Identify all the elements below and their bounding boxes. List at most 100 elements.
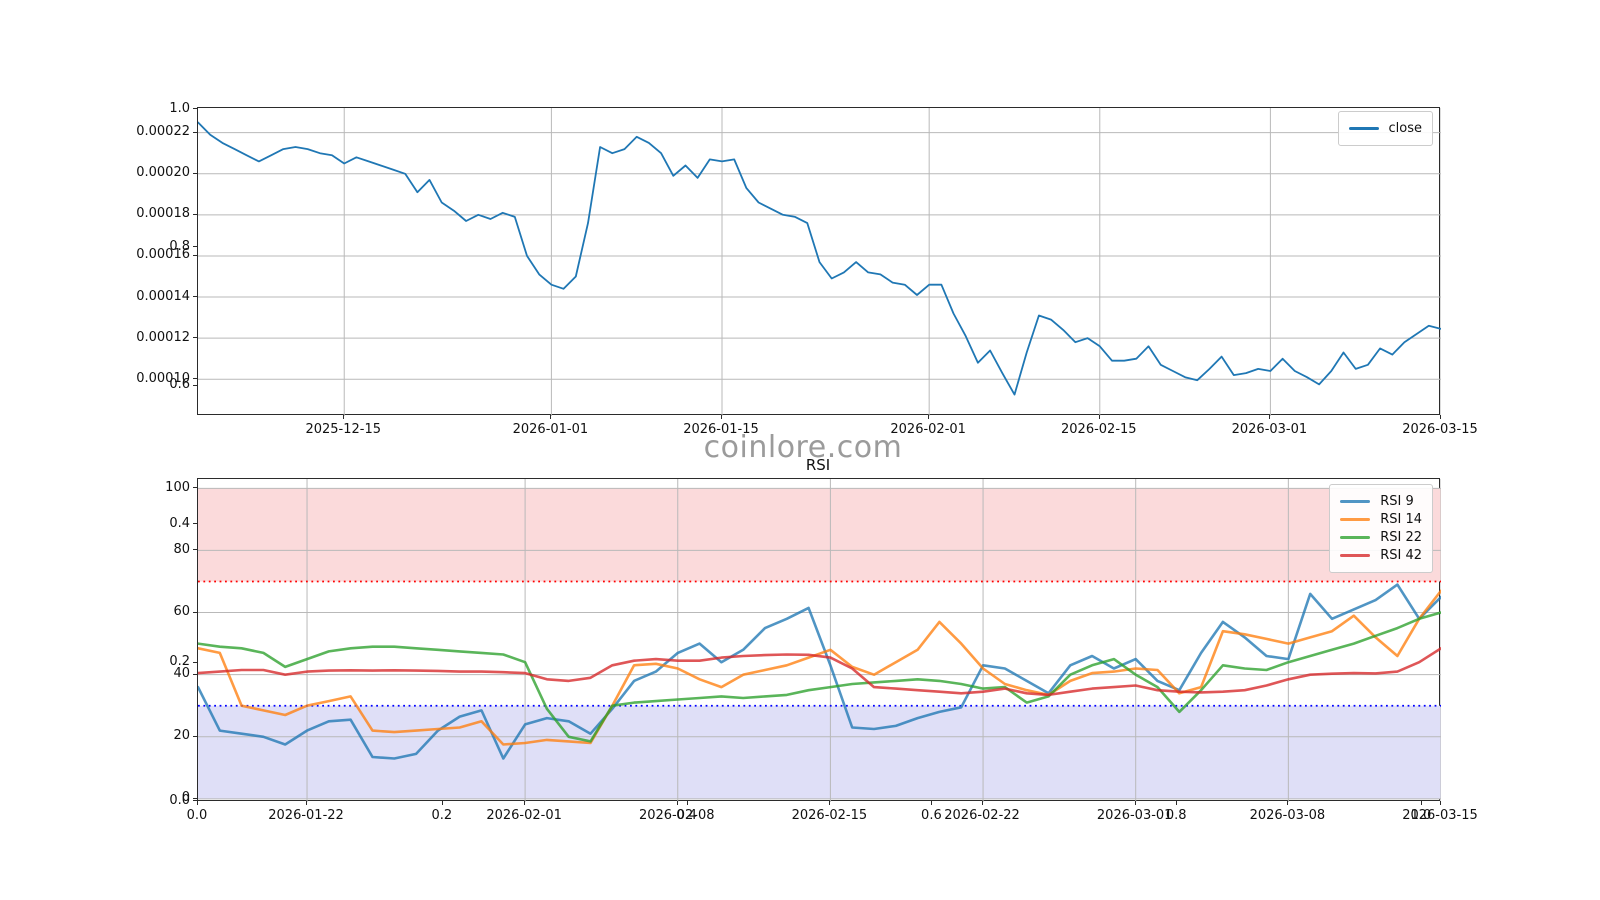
y-tick-mark [193,735,197,737]
x-tick-label: 2025-12-15 [305,422,382,437]
price-plot-svg [198,108,1441,416]
close-line-sample [1348,127,1379,130]
x-tick-label: 2026-01-22 [268,808,344,823]
x-tick-label: 2026-03-01 [1096,808,1173,823]
ghost-y-tick-label: 0.0 [169,792,190,808]
legend-label-rsi22: RSI 22 [1380,530,1422,545]
x-tick-mark [1098,415,1100,419]
x-tick-label: 2026-02-08 [638,808,715,823]
y-tick-mark [193,254,197,256]
ghost-y-tick-mark [193,523,197,525]
y-tick-mark [193,337,197,339]
legend-label-rsi42: RSI 42 [1380,548,1422,563]
x-tick-label: 2026-01-01 [512,422,589,437]
y-tick-label: 40 [173,666,190,682]
y-tick-label: 20 [173,728,190,744]
y-tick-label: 80 [173,541,190,557]
x-tick-mark [1134,801,1136,805]
rsi-9-line [198,583,1441,760]
rsi42-line-sample [1340,554,1371,557]
ghost-x-tick-label: 1.0 [1410,808,1432,823]
legend-label-rsi14: RSI 14 [1380,512,1422,527]
legend-item-rsi22: RSI 22 [1340,530,1422,545]
y-tick-mark [193,487,197,489]
rsi14-line-sample [1340,518,1371,521]
x-tick-label: 2026-02-15 [791,808,868,823]
oversold-band [198,705,1441,799]
x-tick-mark [524,801,526,805]
ghost-y-tick-mark [193,384,197,386]
overbought-band [198,488,1441,582]
legend-label-rsi9: RSI 9 [1380,494,1414,509]
legend-label-close: close [1388,121,1422,136]
x-tick-label: 2026-03-15 [1402,422,1478,437]
ghost-y-tick-mark [193,246,197,248]
legend-item-rsi14: RSI 14 [1340,512,1422,527]
x-tick-mark [550,415,552,419]
y-tick-label: 0.00016 [136,247,190,263]
x-tick-mark [1440,415,1441,419]
y-tick-label: 60 [173,604,190,620]
y-tick-label: 0.00022 [136,124,190,140]
x-tick-label: 2026-03-01 [1231,422,1308,437]
x-tick-mark [982,801,984,805]
y-tick-mark [193,673,197,675]
ghost-x-tick-mark [441,801,443,805]
legend-item-close: close [1348,121,1422,136]
x-tick-mark [306,801,308,805]
rsi-plot-area [197,478,1441,802]
ghost-y-tick-mark [193,661,197,663]
ghost-x-tick-label: 0.4 [676,808,697,823]
y-tick-label: 0.00010 [136,370,190,386]
x-tick-mark [928,415,930,419]
x-tick-mark [1287,801,1289,805]
y-tick-mark [193,131,197,133]
ghost-x-tick-mark [686,801,688,805]
rsi9-line-sample [1340,500,1371,503]
y-tick-mark [193,549,197,551]
ghost-x-tick-mark [1421,801,1422,805]
legend-item-rsi9: RSI 9 [1340,494,1422,509]
rsi-plot-svg [198,479,1441,802]
x-tick-mark [721,415,722,419]
legend-item-rsi42: RSI 42 [1340,548,1422,563]
rsi22-line-sample [1340,536,1371,539]
ghost-x-tick-label: 0.0 [186,808,208,823]
ghost-y-tick-label: 0.8 [169,238,190,254]
x-tick-label: 2026-02-15 [1061,422,1137,437]
x-tick-label: 2026-03-08 [1249,808,1326,823]
ghost-y-tick-label: 0.6 [169,377,190,393]
x-tick-label: 2026-03-15 [1402,808,1478,823]
ghost-x-tick-label: 0.6 [921,808,942,823]
y-tick-label: 0 [181,790,190,806]
ghost-x-tick-mark [931,801,933,805]
y-tick-label: 0.00018 [136,206,190,222]
rsi-legend: RSI 9 RSI 14 RSI 22 RSI 42 [1329,484,1433,573]
y-tick-label: 0.00020 [136,165,190,181]
rsi-22-line [198,611,1441,743]
y-tick-mark [193,296,197,298]
close-line [198,121,1441,396]
y-tick-mark [193,797,197,799]
x-tick-mark [1269,415,1271,419]
watermark: coinlore.com [703,430,903,465]
ghost-y-tick-mark [193,108,197,109]
x-tick-mark [343,415,345,419]
x-tick-mark [829,801,831,805]
ghost-x-tick-mark [1176,801,1178,805]
y-tick-mark [193,378,197,380]
ghost-x-tick-label: 0.8 [1165,808,1187,823]
x-tick-label: 2026-02-01 [890,422,966,437]
y-tick-label: 0.00012 [136,329,190,345]
ghost-x-tick-label: 0.2 [431,808,453,823]
price-legend: close [1337,111,1433,146]
y-tick-mark [193,172,197,174]
rsi-14-line [198,589,1441,746]
x-tick-mark [1440,801,1441,805]
y-tick-mark [193,611,197,613]
y-tick-label: 0.00014 [136,288,190,304]
ghost-y-tick-mark [193,800,197,801]
ghost-y-tick-label: 1.0 [169,100,190,116]
y-tick-mark [193,213,197,215]
